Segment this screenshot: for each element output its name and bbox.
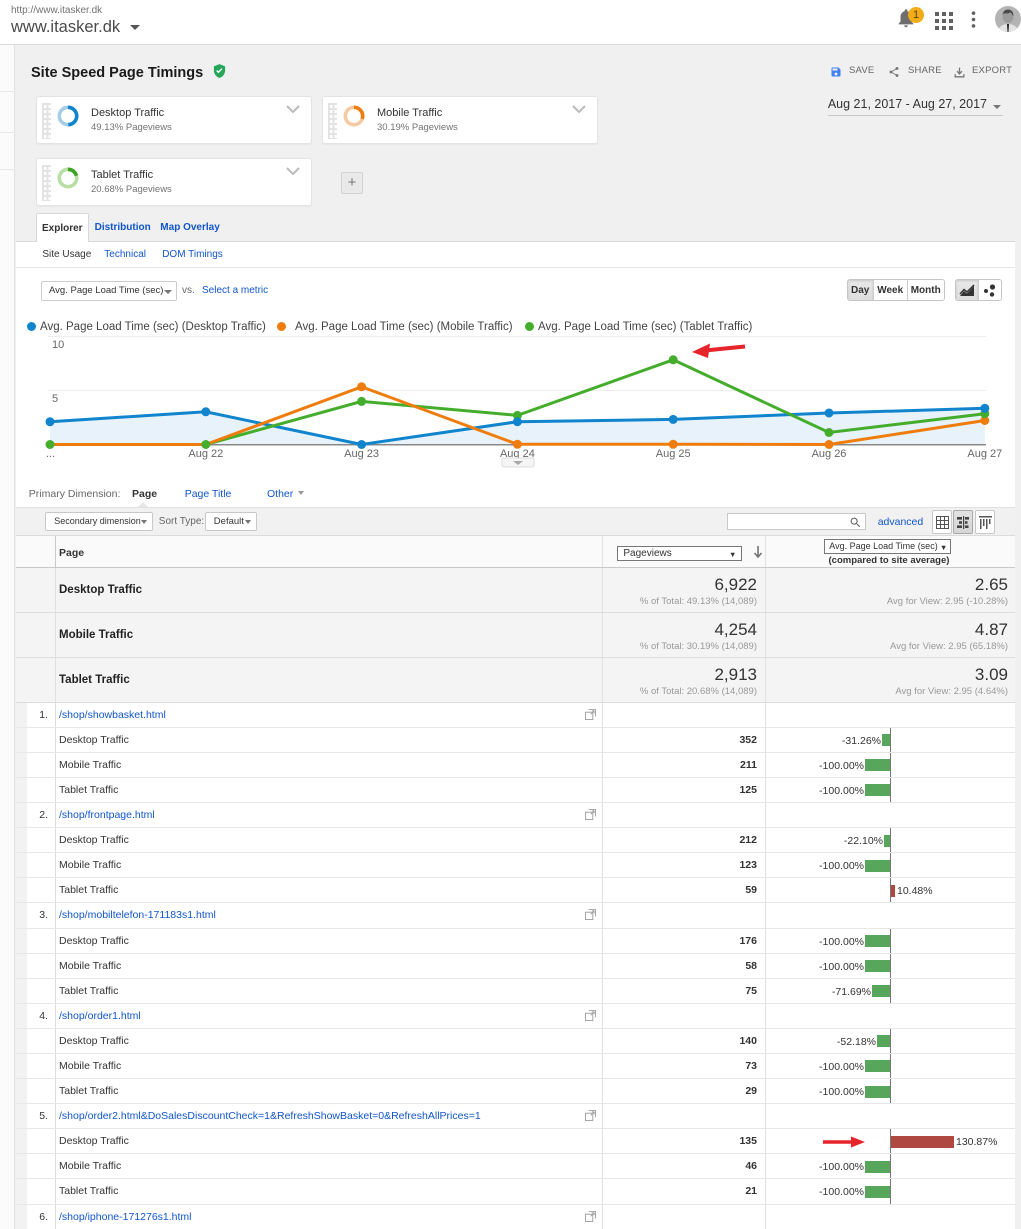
svg-text:...: ... (46, 448, 55, 460)
svg-text:Aug 22: Aug 22 (188, 448, 223, 460)
svg-text:Aug 24: Aug 24 (500, 448, 535, 460)
svg-text:10: 10 (52, 339, 64, 351)
svg-text:Aug 25: Aug 25 (656, 448, 691, 460)
svg-text:5: 5 (52, 393, 58, 405)
svg-text:Aug 27: Aug 27 (967, 448, 1002, 460)
svg-text:Aug 26: Aug 26 (812, 448, 847, 460)
svg-text:Aug 23: Aug 23 (344, 448, 379, 460)
